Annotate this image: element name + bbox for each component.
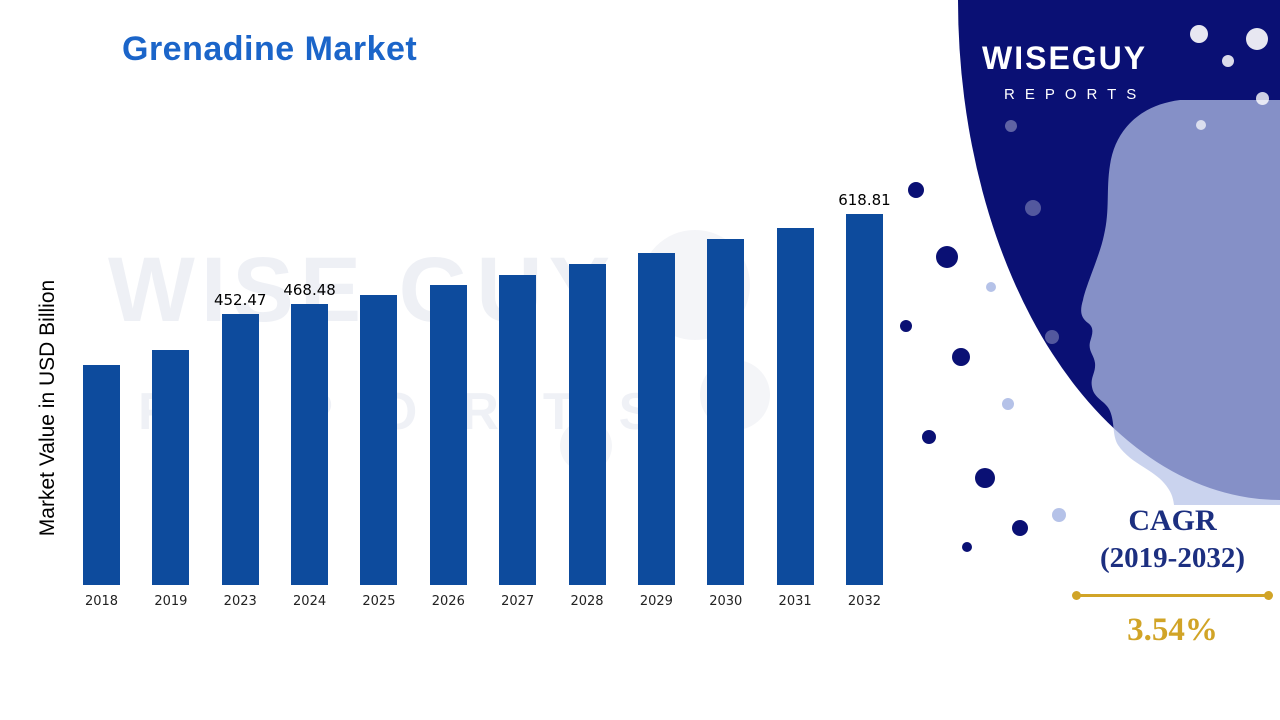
bar	[707, 239, 745, 585]
x-tick-label: 2025	[362, 594, 396, 609]
x-tick-label: 2019	[154, 594, 188, 609]
divider-line	[1075, 594, 1270, 597]
cagr-divider	[1072, 591, 1273, 600]
x-tick-label: 2029	[639, 594, 673, 609]
bar-group-2023: 452.47 2023	[214, 291, 267, 609]
bar-plot: 2018 2019 452.47 2023 468.48 2024 2025 2026 2027…	[83, 185, 891, 609]
x-tick-label: 2024	[293, 594, 327, 609]
decor-dot	[1222, 55, 1234, 67]
cagr-range: (2019-2032)	[1100, 542, 1245, 574]
decor-dot	[952, 348, 970, 366]
decor-dot	[975, 468, 995, 488]
bar	[291, 304, 329, 585]
decor-dot	[986, 282, 996, 292]
decor-dot	[1005, 120, 1017, 132]
cagr-block: CAGR (2019-2032) 3.54%	[1070, 503, 1275, 649]
decor-dot	[1002, 398, 1014, 410]
bar-value-label: 468.48	[283, 281, 336, 299]
decor-dot	[908, 182, 924, 198]
decor-dot	[1196, 120, 1206, 130]
bar-group-2030: 2030	[707, 239, 745, 609]
decor-dot	[1058, 420, 1076, 438]
decor-dot	[922, 430, 936, 444]
page-title: Grenadine Market	[122, 30, 418, 68]
bar-group-2031: 2031	[776, 228, 814, 609]
bar-group-2032: 618.81 2032	[838, 191, 891, 609]
bar	[499, 275, 537, 585]
bar-group-2018: 2018	[83, 365, 120, 609]
bar-group-2019: 2019	[152, 350, 190, 609]
bar	[221, 314, 259, 585]
decor-dot	[1246, 28, 1268, 50]
bar	[637, 253, 675, 585]
decor-dot	[1025, 200, 1041, 216]
bar-group-2026: 2026	[429, 285, 467, 609]
decor-dot	[962, 542, 972, 552]
decor-dot	[900, 320, 912, 332]
x-tick-label: 2031	[778, 594, 812, 609]
bar	[360, 295, 398, 585]
x-tick-label: 2028	[570, 594, 604, 609]
decor-dot	[1045, 330, 1059, 344]
bar	[429, 285, 467, 585]
decor-dot	[936, 246, 958, 268]
x-tick-label: 2026	[431, 594, 465, 609]
y-axis-label: Market Value in USD Billion	[36, 279, 59, 537]
x-tick-label: 2018	[84, 594, 119, 609]
bar	[152, 350, 190, 585]
bar-group-2027: 2027	[499, 275, 537, 609]
bar-value-label: 452.47	[213, 291, 267, 309]
x-tick-label: 2027	[501, 594, 535, 609]
divider-right-dot	[1264, 591, 1273, 600]
bar-group-2024: 468.48 2024	[283, 281, 336, 609]
bar-group-2025: 2025	[360, 295, 398, 609]
cagr-label: CAGR	[1128, 504, 1217, 537]
bar-group-2029: 2029	[637, 253, 675, 609]
bar	[83, 365, 120, 585]
bar	[776, 228, 814, 585]
bar-value-label: 618.81	[838, 191, 891, 209]
x-tick-label: 2030	[709, 594, 743, 609]
x-tick-label: 2023	[223, 594, 257, 609]
bar-group-2028: 2028	[568, 264, 606, 609]
decor-dot	[1012, 520, 1028, 536]
face-profile-graphic	[1081, 100, 1280, 505]
bar	[568, 264, 606, 585]
brand-logo-text: WISEGUY	[982, 40, 1148, 76]
brand-logo-subtext: REPORTS	[1004, 86, 1147, 103]
x-tick-label: 2032	[847, 594, 881, 609]
bar	[845, 214, 883, 585]
decor-dot	[1190, 25, 1208, 43]
decor-dot	[1256, 92, 1269, 105]
decor-dot	[1052, 508, 1066, 522]
cagr-value: 3.54%	[1127, 612, 1218, 648]
